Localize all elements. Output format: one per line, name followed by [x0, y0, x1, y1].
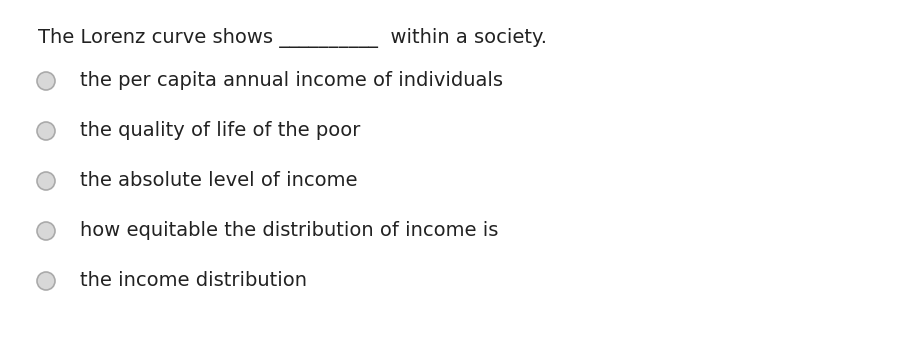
Circle shape — [37, 272, 55, 290]
Circle shape — [37, 172, 55, 190]
Text: the per capita annual income of individuals: the per capita annual income of individu… — [80, 72, 503, 90]
Text: the income distribution: the income distribution — [80, 271, 307, 291]
Text: The Lorenz curve shows __________  within a society.: The Lorenz curve shows __________ within… — [38, 28, 547, 48]
Text: how equitable the distribution of income is: how equitable the distribution of income… — [80, 221, 498, 240]
Circle shape — [37, 222, 55, 240]
Circle shape — [37, 72, 55, 90]
Text: the absolute level of income: the absolute level of income — [80, 172, 358, 191]
Text: the quality of life of the poor: the quality of life of the poor — [80, 121, 361, 140]
Circle shape — [37, 122, 55, 140]
